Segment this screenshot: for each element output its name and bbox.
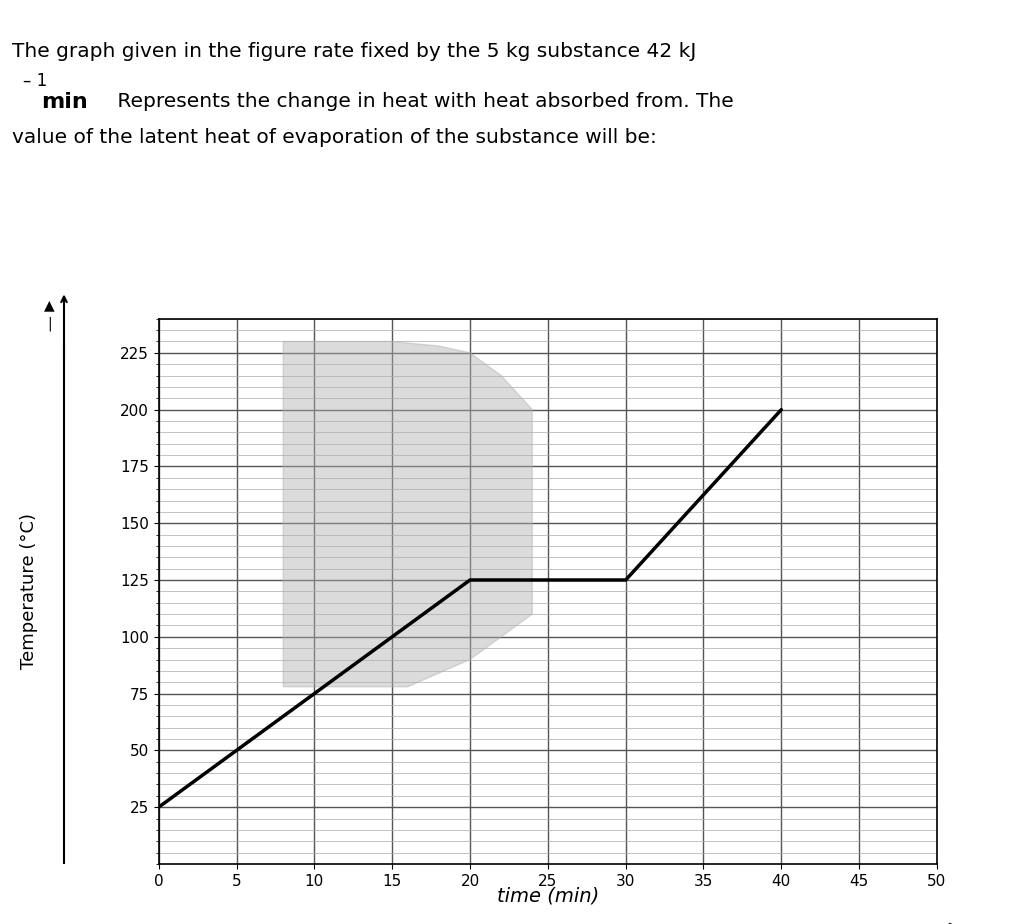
- Text: Temperature (°C): Temperature (°C): [19, 514, 38, 669]
- Text: time (min): time (min): [497, 886, 599, 906]
- Text: ▲: ▲: [44, 298, 54, 312]
- Text: min: min: [41, 92, 88, 113]
- Text: Represents the change in heat with heat absorbed from. The: Represents the change in heat with heat …: [111, 92, 733, 112]
- Text: |: |: [47, 316, 51, 331]
- Text: The graph given in the figure rate fixed by the 5 kg substance 42 kJ: The graph given in the figure rate fixed…: [12, 42, 696, 61]
- Text: – 1: – 1: [23, 72, 47, 90]
- Polygon shape: [284, 342, 532, 687]
- Text: value of the latent heat of evaporation of the substance will be:: value of the latent heat of evaporation …: [12, 128, 657, 147]
